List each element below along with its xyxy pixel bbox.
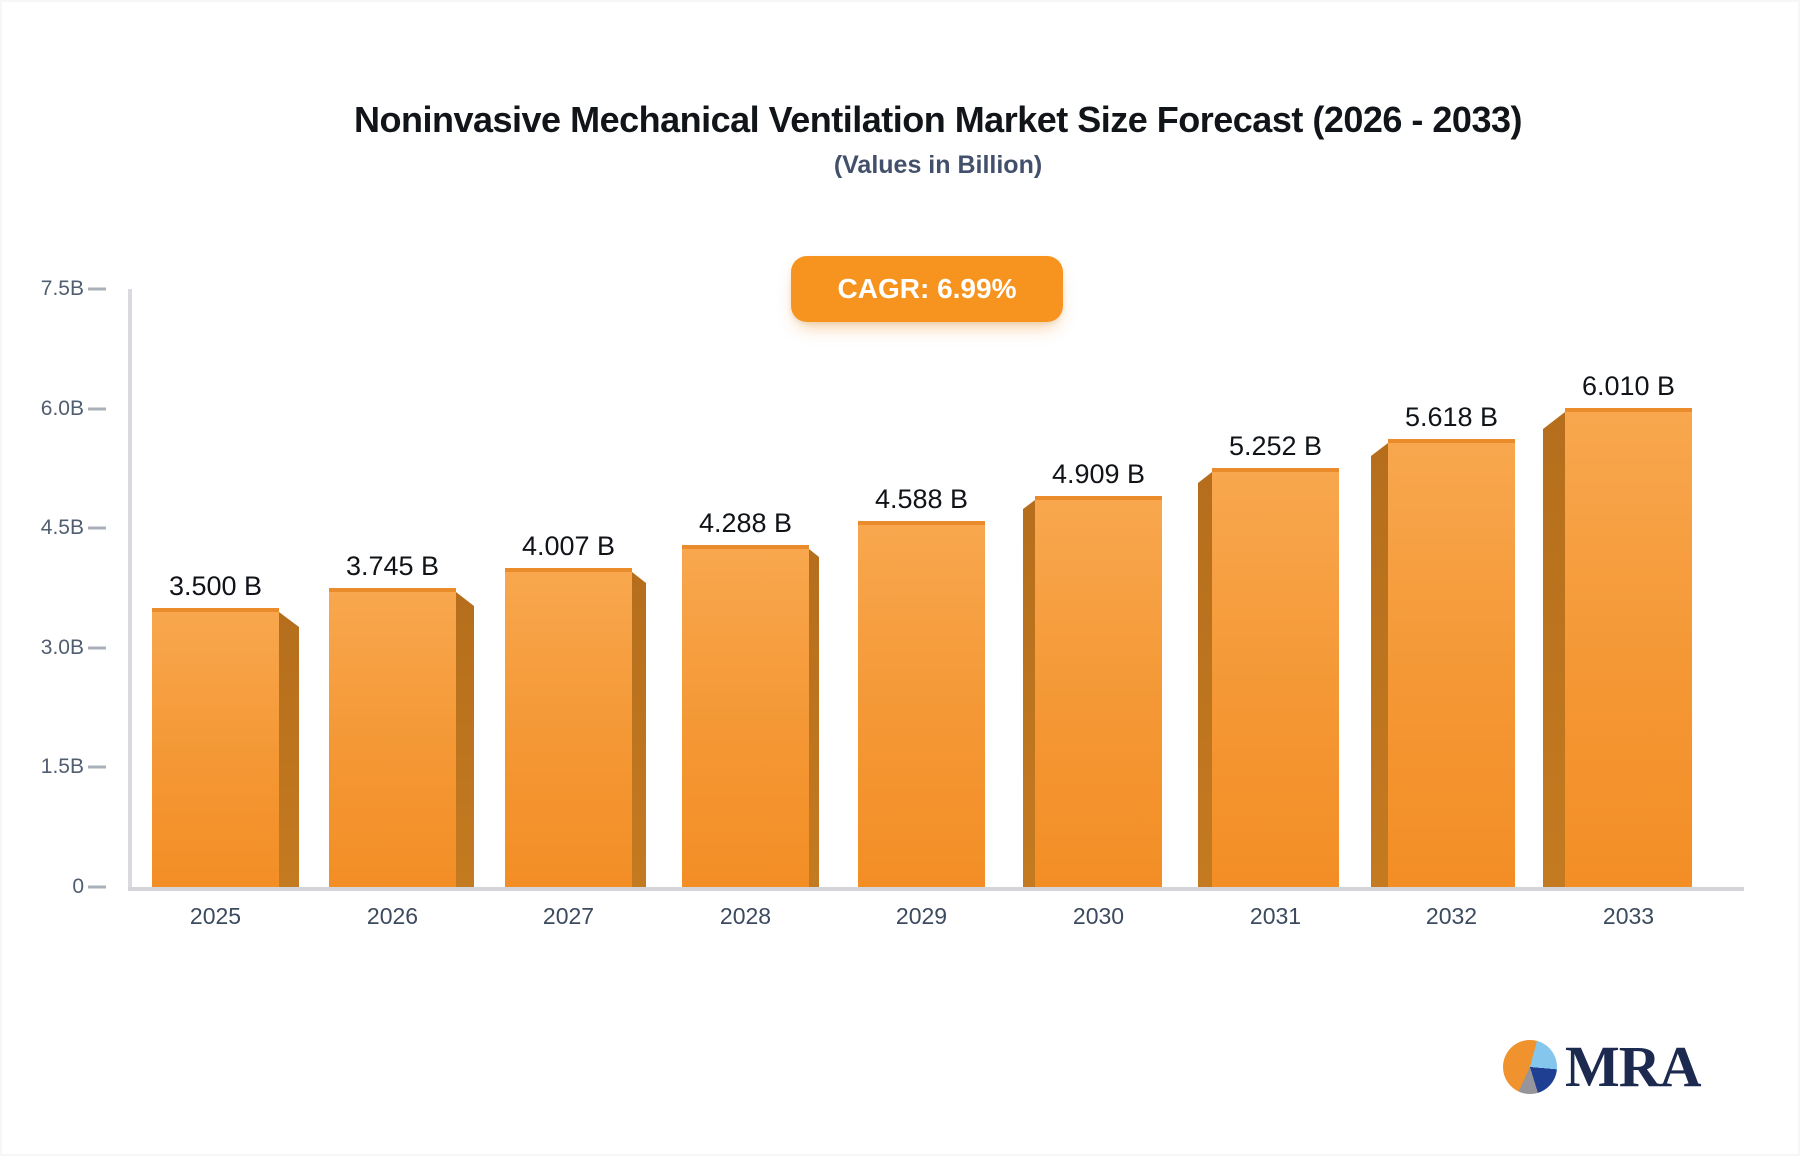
y-tick-dash-7.5B xyxy=(88,287,106,291)
x-axis-label-2029: 2029 xyxy=(895,903,948,929)
y-tick-label-4.5B: 4.5B xyxy=(40,516,84,540)
x-axis-line xyxy=(128,887,1744,891)
y-tick-label-3.0B: 3.0B xyxy=(40,635,84,659)
bar-side-face-2028 xyxy=(809,549,819,887)
x-axis-label-2031: 2031 xyxy=(1249,903,1302,929)
y-tick-label-6.0B: 6.0B xyxy=(40,396,84,420)
y-tick-label-0: 0 xyxy=(72,875,84,898)
bar-value-label-2027: 4.007 B xyxy=(521,531,616,561)
chart-title: Noninvasive Mechanical Ventilation Marke… xyxy=(354,99,1522,140)
cagr-badge: CAGR: 6.99% xyxy=(791,256,1063,322)
bar-2032: 5.618 B xyxy=(1371,402,1515,887)
y-tick-dash-3.0B xyxy=(88,646,106,650)
y-tick-dash-1.5B xyxy=(88,765,106,769)
x-axis-label-2026: 2026 xyxy=(366,903,419,929)
y-tick-label-1.5B: 1.5B xyxy=(40,755,84,779)
bar-value-label-2028: 4.288 B xyxy=(698,508,793,538)
bar-value-label-2025: 3.500 B xyxy=(168,571,263,601)
bar-side-face-2026 xyxy=(456,592,474,887)
bar-value-label-2031: 5.252 B xyxy=(1228,431,1323,461)
bar-2025: 3.500 B xyxy=(152,571,299,887)
bar-side-face-2031 xyxy=(1198,472,1212,887)
bar-value-label-2029: 4.588 B xyxy=(874,484,969,514)
y-tick-dash-0 xyxy=(88,885,106,889)
bar-side-face-2030 xyxy=(1023,500,1035,887)
y-axis-line xyxy=(128,289,132,891)
bar-side-face-2025 xyxy=(279,612,299,887)
x-axis-label-2032: 2032 xyxy=(1425,903,1478,929)
plot-area: 7.5B 6.0B 4.5B 3.0B 1.5B 0 3.500 B 2025 3.745 B 2… xyxy=(41,277,1744,929)
bar-2030: 4.909 B xyxy=(1023,459,1162,887)
bar-2026: 3.745 B xyxy=(329,551,474,887)
bar-2029: 4.588 B xyxy=(858,484,985,887)
x-axis-label-2033: 2033 xyxy=(1602,903,1655,929)
bar-side-face-2033 xyxy=(1543,412,1565,887)
x-axis-label-2025: 2025 xyxy=(189,903,242,929)
logo-pie-icon xyxy=(1503,1040,1557,1094)
bar-value-label-2032: 5.618 B xyxy=(1404,402,1499,432)
bar-side-face-2032 xyxy=(1371,443,1388,887)
y-tick-label-7.5B: 7.5B xyxy=(40,277,84,300)
bar-2027: 4.007 B xyxy=(505,531,646,887)
x-axis-label-2028: 2028 xyxy=(719,903,772,929)
chart-subtitle: (Values in Billion) xyxy=(833,151,1043,179)
bar-2033: 6.010 B xyxy=(1543,371,1692,887)
y-tick-dash-6.0B xyxy=(88,407,106,411)
bar-side-face-2027 xyxy=(632,572,646,887)
logo-text: MRA xyxy=(1565,1034,1702,1099)
bar-2028: 4.288 B xyxy=(682,508,819,887)
bar-value-label-2030: 4.909 B xyxy=(1051,459,1146,489)
x-axis-label-2030: 2030 xyxy=(1072,903,1125,929)
brand-logo: MRA xyxy=(1503,1034,1702,1099)
x-axis-label-2027: 2027 xyxy=(542,903,595,929)
y-tick-dash-4.5B xyxy=(88,526,106,530)
bar-value-label-2033: 6.010 B xyxy=(1581,371,1676,401)
bar-2031: 5.252 B xyxy=(1198,431,1339,887)
bar-value-label-2026: 3.745 B xyxy=(345,551,440,581)
